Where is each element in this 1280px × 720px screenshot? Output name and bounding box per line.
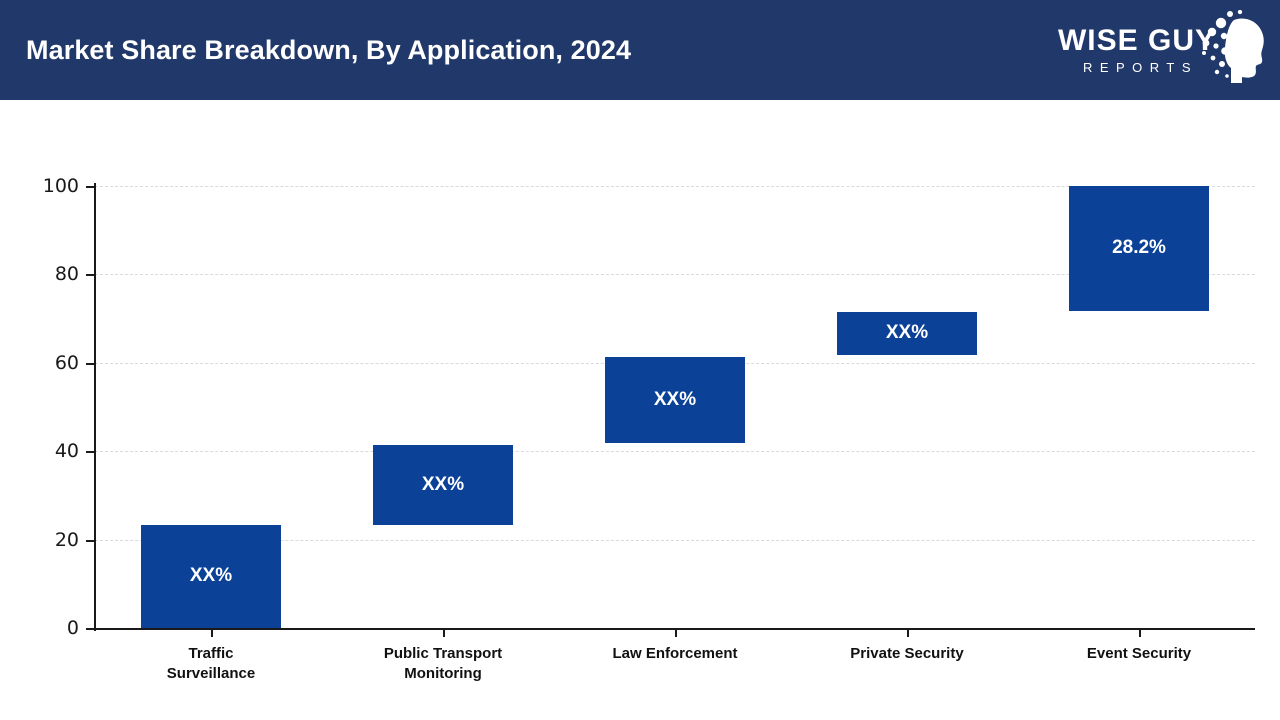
gridline — [95, 539, 1255, 541]
y-tick-mark — [86, 539, 95, 542]
gridline — [95, 274, 1255, 276]
gridline — [95, 451, 1255, 453]
bar-private-security[interactable]: XX% — [837, 311, 977, 355]
chart-area: 0 20 40 60 80 100 XX% XX% XX% XX% 28.2% Traffic Su… — [0, 100, 1280, 720]
y-tick-mark — [86, 274, 95, 277]
x-tick-mark — [1139, 628, 1141, 637]
x-tick-label: Private Security — [850, 645, 964, 662]
logo-text: WISE GUY REPORTS — [1057, 24, 1216, 75]
y-tick-mark — [86, 362, 95, 365]
x-tick-label: Traffic Surveillance — [166, 645, 256, 683]
y-tick-label: 100 — [42, 175, 79, 197]
x-axis-line — [94, 628, 1255, 630]
gridline — [95, 186, 1255, 187]
y-axis-line — [94, 183, 96, 631]
wise-guy-reports-logo: WISE GUY REPORTS — [1057, 9, 1272, 89]
x-tick-mark — [675, 628, 677, 637]
y-tick-label: 20 — [54, 528, 79, 551]
bar-value-label: XX% — [885, 322, 929, 344]
logo-subword: REPORTS — [1082, 60, 1199, 75]
y-tick-mark — [86, 451, 95, 454]
y-tick-label: 80 — [54, 263, 79, 286]
bar-value-label: 28.2% — [1112, 237, 1166, 259]
plot-region: 0 20 40 60 80 100 XX% XX% XX% XX% 28.2% Traffic Su… — [43, 175, 1255, 682]
x-tick-label: Law Enforcement — [612, 645, 738, 662]
y-tick-label: 40 — [54, 440, 79, 463]
x-tick-mark — [907, 628, 909, 637]
bar-event-security[interactable]: 28.2% — [1069, 186, 1209, 311]
bar-traffic-surveillance[interactable]: XX% — [141, 525, 281, 628]
y-tick-label: 0 — [66, 617, 79, 639]
logo-wordmark: WISE GUY — [1057, 24, 1216, 57]
x-tick-mark — [211, 628, 213, 637]
x-tick-label: Event Security — [1086, 645, 1192, 662]
bar-law-enforcement[interactable]: XX% — [605, 357, 745, 443]
bar-public-transport-monitoring[interactable]: XX% — [373, 445, 513, 525]
dotted-head-profile-icon — [1200, 9, 1272, 89]
bar-value-label: XX% — [189, 565, 233, 587]
x-tick-mark — [443, 628, 445, 637]
page-title: Market Share Breakdown, By Application, … — [26, 34, 632, 65]
y-tick-mark — [86, 628, 95, 630]
y-tick-mark — [86, 186, 95, 188]
bar-value-label: XX% — [421, 474, 465, 495]
page-header: Market Share Breakdown, By Application, … — [0, 0, 1280, 100]
y-tick-label: 60 — [54, 351, 79, 374]
x-tick-label: Public Transport Monitoring — [383, 645, 503, 683]
bar-value-label: XX% — [653, 389, 697, 411]
